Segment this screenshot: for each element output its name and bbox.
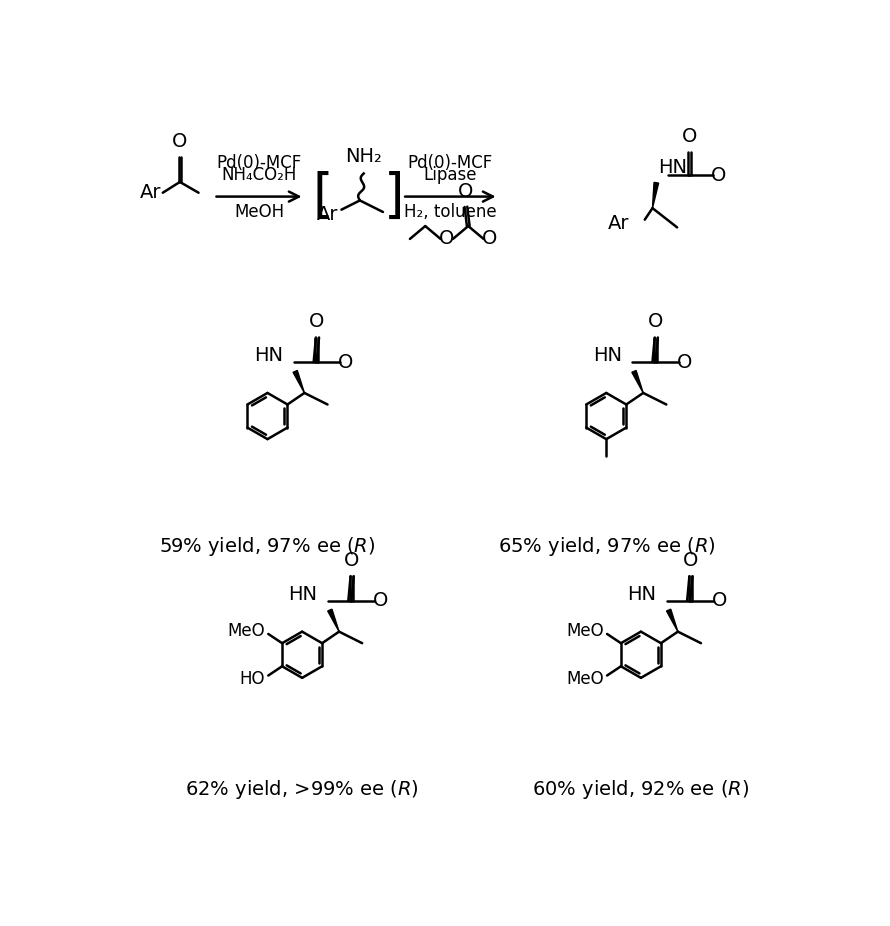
Text: ]: ] (384, 170, 405, 222)
Text: Lipase: Lipase (424, 166, 477, 183)
Text: Pd(0)-MCF: Pd(0)-MCF (408, 154, 493, 172)
Text: O: O (373, 592, 388, 610)
Text: Ar: Ar (608, 214, 629, 233)
Text: O: O (682, 127, 697, 145)
Text: H₂, toluene: H₂, toluene (404, 203, 497, 220)
Text: 59% yield, 97% ee ($\it{R}$): 59% yield, 97% ee ($\it{R}$) (159, 535, 376, 558)
Text: O: O (711, 166, 726, 184)
Text: Pd(0)-MCF: Pd(0)-MCF (216, 154, 302, 172)
Polygon shape (632, 370, 643, 393)
Text: O: O (458, 181, 473, 201)
Text: NH₂: NH₂ (345, 147, 382, 166)
Text: O: O (439, 230, 455, 248)
Text: O: O (677, 353, 692, 371)
Text: O: O (172, 132, 188, 151)
Text: MeO: MeO (566, 669, 604, 688)
Text: HN: HN (254, 346, 283, 365)
Text: 65% yield, 97% ee ($\it{R}$): 65% yield, 97% ee ($\it{R}$) (498, 535, 715, 558)
Polygon shape (667, 609, 678, 632)
Text: HN: HN (627, 585, 656, 604)
Text: HN: HN (288, 585, 318, 604)
Text: NH₄CO₂H: NH₄CO₂H (222, 166, 296, 183)
Text: O: O (712, 592, 727, 610)
Text: O: O (648, 312, 663, 332)
Polygon shape (652, 182, 659, 208)
Text: O: O (683, 551, 698, 570)
Text: O: O (338, 353, 353, 371)
Text: HO: HO (239, 669, 265, 688)
Text: MeOH: MeOH (234, 203, 284, 220)
Polygon shape (328, 609, 339, 632)
Text: O: O (309, 312, 325, 332)
Text: MeO: MeO (228, 622, 265, 640)
Text: Ar: Ar (317, 205, 338, 224)
Text: Ar: Ar (140, 183, 161, 202)
Text: 62% yield, >99% ee ($\it{R}$): 62% yield, >99% ee ($\it{R}$) (185, 778, 419, 801)
Text: HN: HN (658, 157, 687, 177)
Text: [: [ (312, 170, 333, 222)
Polygon shape (293, 370, 304, 393)
Text: HN: HN (593, 346, 621, 365)
Text: MeO: MeO (566, 622, 604, 640)
Text: O: O (344, 551, 359, 570)
Text: O: O (482, 230, 498, 248)
Text: 60% yield, 92% ee ($\it{R}$): 60% yield, 92% ee ($\it{R}$) (532, 778, 749, 801)
